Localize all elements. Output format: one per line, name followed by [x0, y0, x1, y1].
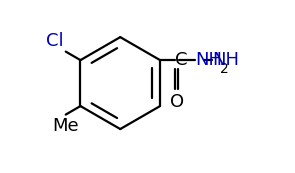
- Text: C: C: [176, 51, 188, 69]
- Text: Cl: Cl: [46, 32, 64, 50]
- Text: O: O: [170, 93, 184, 111]
- Text: NH: NH: [195, 51, 222, 69]
- Text: NH: NH: [212, 51, 240, 69]
- Text: 2: 2: [220, 62, 229, 76]
- Text: Me: Me: [53, 117, 79, 135]
